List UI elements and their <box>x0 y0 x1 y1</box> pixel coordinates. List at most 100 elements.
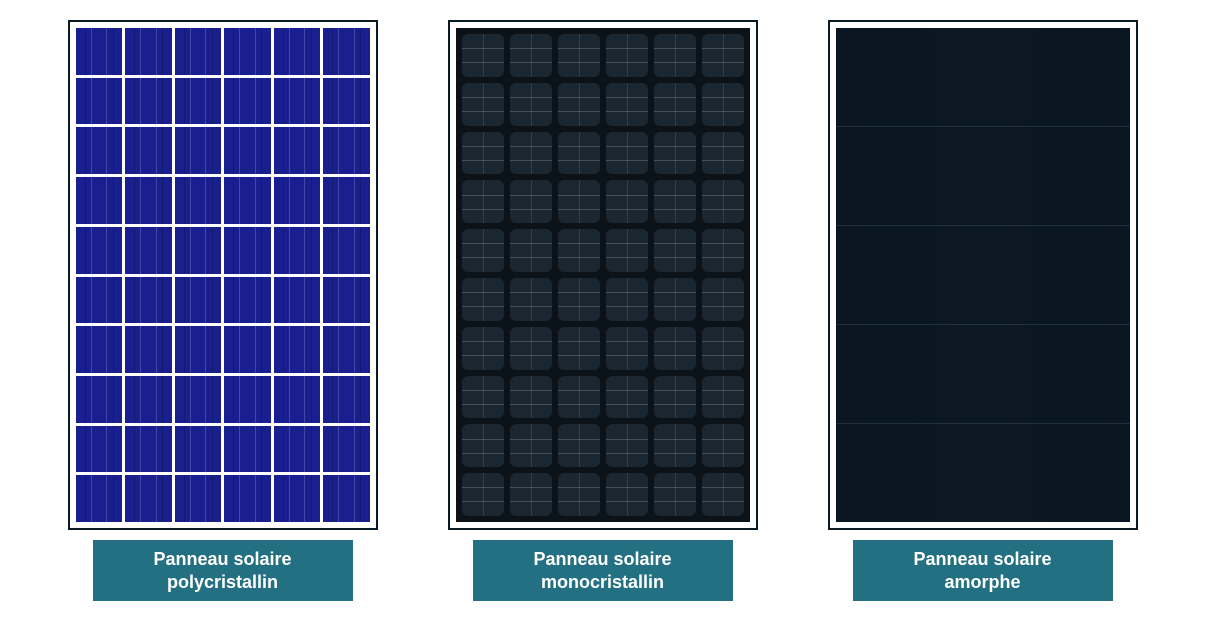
mono-cell <box>654 376 696 419</box>
mono-cell <box>462 376 504 419</box>
poly-cell <box>224 376 271 423</box>
amor-strip <box>836 127 1130 226</box>
panel-frame-poly <box>68 20 378 530</box>
mono-cell <box>606 180 648 223</box>
panel-column-mono: Panneau solaire monocristallin <box>448 20 758 601</box>
mono-cell <box>606 473 648 516</box>
poly-cell <box>323 177 370 224</box>
amor-strip <box>836 424 1130 522</box>
poly-cell <box>76 277 123 324</box>
poly-cell <box>125 475 172 522</box>
mono-cell <box>510 83 552 126</box>
mono-cell <box>462 34 504 77</box>
poly-cell <box>224 28 271 75</box>
poly-cell <box>76 475 123 522</box>
poly-cell <box>175 227 222 274</box>
poly-cell <box>175 277 222 324</box>
poly-cell <box>274 28 321 75</box>
label-mono-line2: monocristallin <box>541 572 664 592</box>
poly-cell <box>76 127 123 174</box>
mono-cell <box>654 180 696 223</box>
poly-cell <box>175 426 222 473</box>
panel-column-poly: Panneau solaire polycristallin <box>68 20 378 601</box>
poly-cell <box>274 326 321 373</box>
mono-cell <box>606 424 648 467</box>
poly-cell <box>323 127 370 174</box>
poly-cell <box>224 426 271 473</box>
poly-cell <box>224 475 271 522</box>
mono-cell <box>462 229 504 272</box>
poly-cell <box>175 177 222 224</box>
poly-cell <box>175 326 222 373</box>
mono-cell <box>606 229 648 272</box>
poly-cell <box>175 78 222 125</box>
mono-cell <box>558 229 600 272</box>
poly-cell <box>125 376 172 423</box>
mono-cell <box>510 229 552 272</box>
mono-cell <box>606 376 648 419</box>
mono-cell <box>654 278 696 321</box>
mono-cell <box>654 424 696 467</box>
mono-cell <box>606 132 648 175</box>
mono-cell <box>462 180 504 223</box>
label-amor: Panneau solaire amorphe <box>853 540 1113 601</box>
amor-strip <box>836 325 1130 424</box>
mono-cell <box>558 132 600 175</box>
poly-cell <box>224 277 271 324</box>
mono-cell <box>702 327 744 370</box>
poly-cell <box>323 277 370 324</box>
poly-cell <box>175 28 222 75</box>
poly-cell <box>274 78 321 125</box>
mono-cell <box>606 83 648 126</box>
amor-strip <box>836 226 1130 325</box>
poly-cell <box>224 227 271 274</box>
mono-cell <box>510 34 552 77</box>
amor-strip <box>836 28 1130 127</box>
poly-cell <box>323 227 370 274</box>
label-poly: Panneau solaire polycristallin <box>93 540 353 601</box>
poly-cell <box>323 28 370 75</box>
poly-cell <box>76 426 123 473</box>
panel-frame-mono <box>448 20 758 530</box>
poly-cell <box>274 475 321 522</box>
mono-cell <box>702 229 744 272</box>
mono-cell <box>558 376 600 419</box>
poly-cell <box>224 326 271 373</box>
panel-frame-amor <box>828 20 1138 530</box>
poly-cell <box>125 127 172 174</box>
mono-cell-grid <box>456 28 750 522</box>
poly-cell <box>224 78 271 125</box>
label-amor-line2: amorphe <box>944 572 1020 592</box>
mono-cell <box>654 229 696 272</box>
poly-cell <box>274 177 321 224</box>
poly-cell <box>125 227 172 274</box>
poly-cell <box>274 376 321 423</box>
mono-cell <box>702 180 744 223</box>
mono-cell <box>510 132 552 175</box>
mono-cell <box>702 376 744 419</box>
poly-cell-grid <box>76 28 370 522</box>
poly-cell <box>323 426 370 473</box>
mono-cell <box>462 473 504 516</box>
mono-cell <box>558 83 600 126</box>
mono-cell <box>510 180 552 223</box>
mono-cell <box>654 34 696 77</box>
poly-cell <box>175 376 222 423</box>
label-mono-line1: Panneau solaire <box>533 549 671 569</box>
mono-cell <box>462 278 504 321</box>
mono-cell <box>702 132 744 175</box>
poly-cell <box>125 326 172 373</box>
poly-cell <box>76 376 123 423</box>
mono-cell <box>462 327 504 370</box>
mono-cell <box>462 424 504 467</box>
label-mono: Panneau solaire monocristallin <box>473 540 733 601</box>
mono-cell <box>654 83 696 126</box>
mono-cell <box>510 327 552 370</box>
mono-cell <box>606 34 648 77</box>
mono-cell <box>558 180 600 223</box>
mono-cell <box>702 473 744 516</box>
mono-cell <box>702 83 744 126</box>
mono-cell <box>654 473 696 516</box>
label-poly-line2: polycristallin <box>167 572 278 592</box>
mono-cell <box>558 473 600 516</box>
